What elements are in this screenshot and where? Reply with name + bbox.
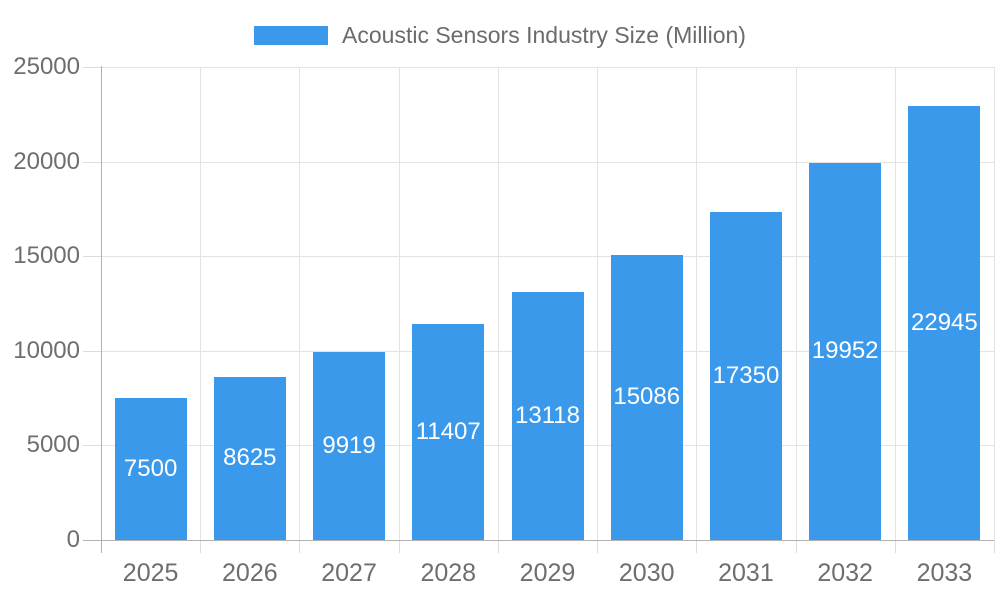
y-tick-label: 20000 [13, 147, 80, 175]
bar-value-label: 17350 [712, 361, 780, 389]
x-tick-label: 2025 [122, 559, 179, 587]
y-tick-label: 0 [66, 526, 80, 553]
legend-swatch-icon [254, 25, 329, 45]
v-gridline [597, 67, 599, 540]
x-tick-label: 2031 [718, 559, 774, 587]
x-tick [795, 540, 797, 553]
bar-value-label: 11407 [415, 417, 481, 445]
bar[interactable]: 15086 [610, 254, 683, 540]
h-gridline [101, 67, 994, 68]
legend-label: Acoustic Sensors Industry Size (Million) [342, 21, 746, 48]
y-tick [83, 67, 101, 68]
x-tick-label: 2028 [420, 559, 477, 587]
v-gridline [299, 67, 301, 540]
y-tick-label: 5000 [26, 431, 80, 459]
v-gridline [795, 67, 797, 540]
x-tick-label: 2033 [916, 559, 973, 587]
bar-value-label: 22945 [911, 308, 978, 336]
x-tick-label: 2027 [321, 559, 377, 587]
bar[interactable]: 7500 [114, 398, 187, 540]
bar-value-label: 13118 [515, 401, 580, 429]
x-tick [994, 540, 995, 553]
bar[interactable]: 22945 [908, 105, 981, 540]
x-tick [497, 540, 499, 553]
h-gridline [101, 256, 994, 258]
x-axis-line [83, 540, 994, 541]
y-tick [83, 445, 101, 447]
bar-value-label: 7500 [123, 454, 178, 482]
bar[interactable]: 19952 [809, 162, 882, 540]
x-tick [894, 540, 896, 553]
x-tick [597, 540, 599, 553]
v-gridline [398, 67, 400, 540]
v-gridline [994, 67, 995, 540]
y-tick [83, 256, 101, 258]
x-tick [696, 540, 698, 553]
x-tick [200, 540, 202, 553]
v-gridline [894, 67, 896, 540]
bar[interactable]: 9919 [313, 352, 386, 540]
y-tick-label: 10000 [13, 336, 80, 364]
h-gridline [101, 161, 994, 163]
y-tick-label: 15000 [13, 242, 80, 270]
y-tick [83, 350, 101, 352]
x-tick-label: 2029 [519, 559, 576, 587]
y-tick [83, 161, 101, 163]
x-tick-label: 2030 [618, 559, 675, 587]
legend[interactable]: Acoustic Sensors Industry Size (Million) [0, 18, 1000, 52]
bar[interactable]: 11407 [412, 324, 485, 540]
bar[interactable]: 8625 [213, 376, 286, 540]
bar-value-label: 15086 [613, 383, 681, 411]
y-axis-line [101, 66, 102, 553]
x-tick [398, 540, 400, 553]
bar[interactable]: 13118 [511, 291, 584, 540]
x-tick [299, 540, 301, 553]
y-tick-label: 25000 [13, 53, 80, 80]
bar-value-label: 9919 [322, 431, 376, 459]
v-gridline [200, 67, 202, 540]
bar[interactable]: 17350 [709, 211, 782, 540]
x-tick-label: 2032 [817, 559, 873, 587]
v-gridline [497, 67, 499, 540]
bar-value-label: 8625 [223, 444, 277, 472]
bar-value-label: 19952 [811, 337, 879, 365]
v-gridline [696, 67, 698, 540]
x-tick-label: 2026 [222, 559, 278, 587]
